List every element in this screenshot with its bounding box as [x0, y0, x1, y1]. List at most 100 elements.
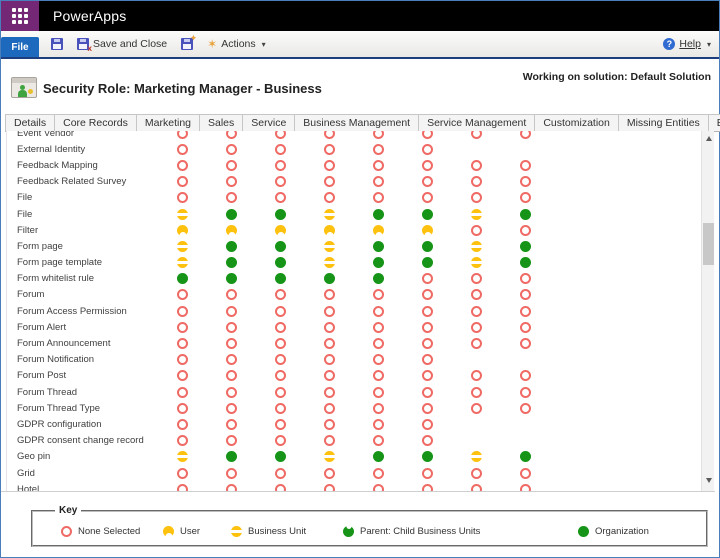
privilege-toggle[interactable] [403, 467, 452, 479]
privilege-toggle[interactable] [403, 257, 452, 269]
privilege-toggle[interactable] [452, 224, 501, 236]
privilege-toggle[interactable] [158, 159, 207, 171]
privilege-toggle[interactable] [158, 289, 207, 301]
privilege-toggle[interactable] [403, 192, 452, 204]
privilege-toggle[interactable] [403, 386, 452, 398]
save-and-close-button[interactable]: x Save and Close [73, 35, 171, 53]
privilege-toggle[interactable] [158, 208, 207, 220]
privilege-toggle[interactable] [452, 273, 501, 285]
privilege-toggle[interactable] [305, 208, 354, 220]
privilege-toggle[interactable] [256, 386, 305, 398]
privilege-toggle[interactable] [452, 402, 501, 414]
privilege-toggle[interactable] [501, 370, 550, 382]
privilege-toggle[interactable] [305, 402, 354, 414]
privilege-toggle[interactable] [403, 176, 452, 188]
privilege-toggle[interactable] [452, 257, 501, 269]
tab-details[interactable]: Details [5, 114, 56, 132]
privilege-toggle[interactable] [207, 240, 256, 252]
privilege-toggle[interactable] [305, 159, 354, 171]
privilege-toggle[interactable] [452, 176, 501, 188]
privilege-toggle[interactable] [256, 208, 305, 220]
privilege-toggle[interactable] [452, 192, 501, 204]
privilege-toggle[interactable] [354, 435, 403, 447]
privilege-toggle[interactable] [501, 321, 550, 333]
privilege-toggle[interactable] [354, 192, 403, 204]
tab-business-process-flows[interactable]: Business Process Flows [707, 114, 720, 132]
privilege-toggle[interactable] [207, 321, 256, 333]
privilege-toggle[interactable] [501, 305, 550, 317]
privilege-toggle[interactable] [305, 321, 354, 333]
actions-menu-button[interactable]: ✶ Actions ▾ [203, 35, 270, 53]
grid-vertical-scrollbar[interactable] [701, 131, 714, 491]
save-button[interactable] [47, 35, 67, 53]
privilege-toggle[interactable] [403, 418, 452, 430]
privilege-toggle[interactable] [403, 435, 452, 447]
tab-marketing[interactable]: Marketing [135, 114, 200, 132]
privilege-toggle[interactable] [256, 131, 305, 139]
privilege-toggle[interactable] [354, 338, 403, 350]
privilege-toggle[interactable] [207, 224, 256, 236]
privilege-toggle[interactable] [403, 354, 452, 366]
privilege-toggle[interactable] [305, 273, 354, 285]
privilege-toggle[interactable] [305, 224, 354, 236]
privilege-toggle[interactable] [207, 257, 256, 269]
privilege-toggle[interactable] [158, 370, 207, 382]
privilege-toggle[interactable] [207, 386, 256, 398]
privilege-toggle[interactable] [354, 483, 403, 491]
privilege-toggle[interactable] [354, 418, 403, 430]
privilege-toggle[interactable] [256, 159, 305, 171]
privilege-toggle[interactable] [305, 386, 354, 398]
privilege-toggle[interactable] [501, 402, 550, 414]
privilege-toggle[interactable] [501, 386, 550, 398]
privilege-toggle[interactable] [207, 176, 256, 188]
privilege-toggle[interactable] [158, 354, 207, 366]
privilege-toggle[interactable] [452, 451, 501, 463]
privilege-toggle[interactable] [501, 192, 550, 204]
help-menu-button[interactable]: ? Help ▾ [663, 31, 711, 57]
privilege-toggle[interactable] [256, 451, 305, 463]
privilege-toggle[interactable] [452, 370, 501, 382]
privilege-toggle[interactable] [158, 451, 207, 463]
privilege-toggle[interactable] [452, 240, 501, 252]
privilege-toggle[interactable] [501, 224, 550, 236]
privilege-toggle[interactable] [256, 418, 305, 430]
waffle-menu-icon[interactable] [1, 1, 39, 31]
tab-business-management[interactable]: Business Management [294, 114, 420, 132]
privilege-toggle[interactable] [256, 224, 305, 236]
privilege-toggle[interactable] [207, 418, 256, 430]
privilege-toggle[interactable] [354, 273, 403, 285]
privilege-toggle[interactable] [354, 176, 403, 188]
privilege-toggle[interactable] [501, 131, 550, 139]
privilege-toggle[interactable] [207, 354, 256, 366]
privilege-toggle[interactable] [501, 467, 550, 479]
privilege-toggle[interactable] [256, 305, 305, 317]
privilege-toggle[interactable] [354, 386, 403, 398]
privilege-toggle[interactable] [207, 467, 256, 479]
privilege-toggle[interactable] [354, 467, 403, 479]
privilege-toggle[interactable] [501, 451, 550, 463]
privilege-toggle[interactable] [403, 338, 452, 350]
privilege-toggle[interactable] [305, 131, 354, 139]
privilege-toggle[interactable] [305, 370, 354, 382]
privilege-toggle[interactable] [207, 402, 256, 414]
privilege-toggle[interactable] [501, 257, 550, 269]
privilege-toggle[interactable] [158, 467, 207, 479]
privilege-toggle[interactable] [158, 305, 207, 317]
privilege-toggle[interactable] [501, 208, 550, 220]
privilege-toggle[interactable] [354, 402, 403, 414]
privilege-toggle[interactable] [305, 467, 354, 479]
privilege-toggle[interactable] [305, 289, 354, 301]
privilege-toggle[interactable] [256, 321, 305, 333]
privilege-toggle[interactable] [403, 289, 452, 301]
privilege-toggle[interactable] [354, 354, 403, 366]
privilege-toggle[interactable] [403, 131, 452, 139]
tab-service-management[interactable]: Service Management [418, 114, 536, 132]
privilege-toggle[interactable] [452, 386, 501, 398]
privilege-toggle[interactable] [501, 159, 550, 171]
privilege-toggle[interactable] [305, 305, 354, 317]
privilege-toggle[interactable] [403, 240, 452, 252]
privilege-toggle[interactable] [207, 483, 256, 491]
tab-customization[interactable]: Customization [534, 114, 619, 132]
privilege-toggle[interactable] [305, 143, 354, 155]
scroll-down-button[interactable] [702, 473, 715, 487]
